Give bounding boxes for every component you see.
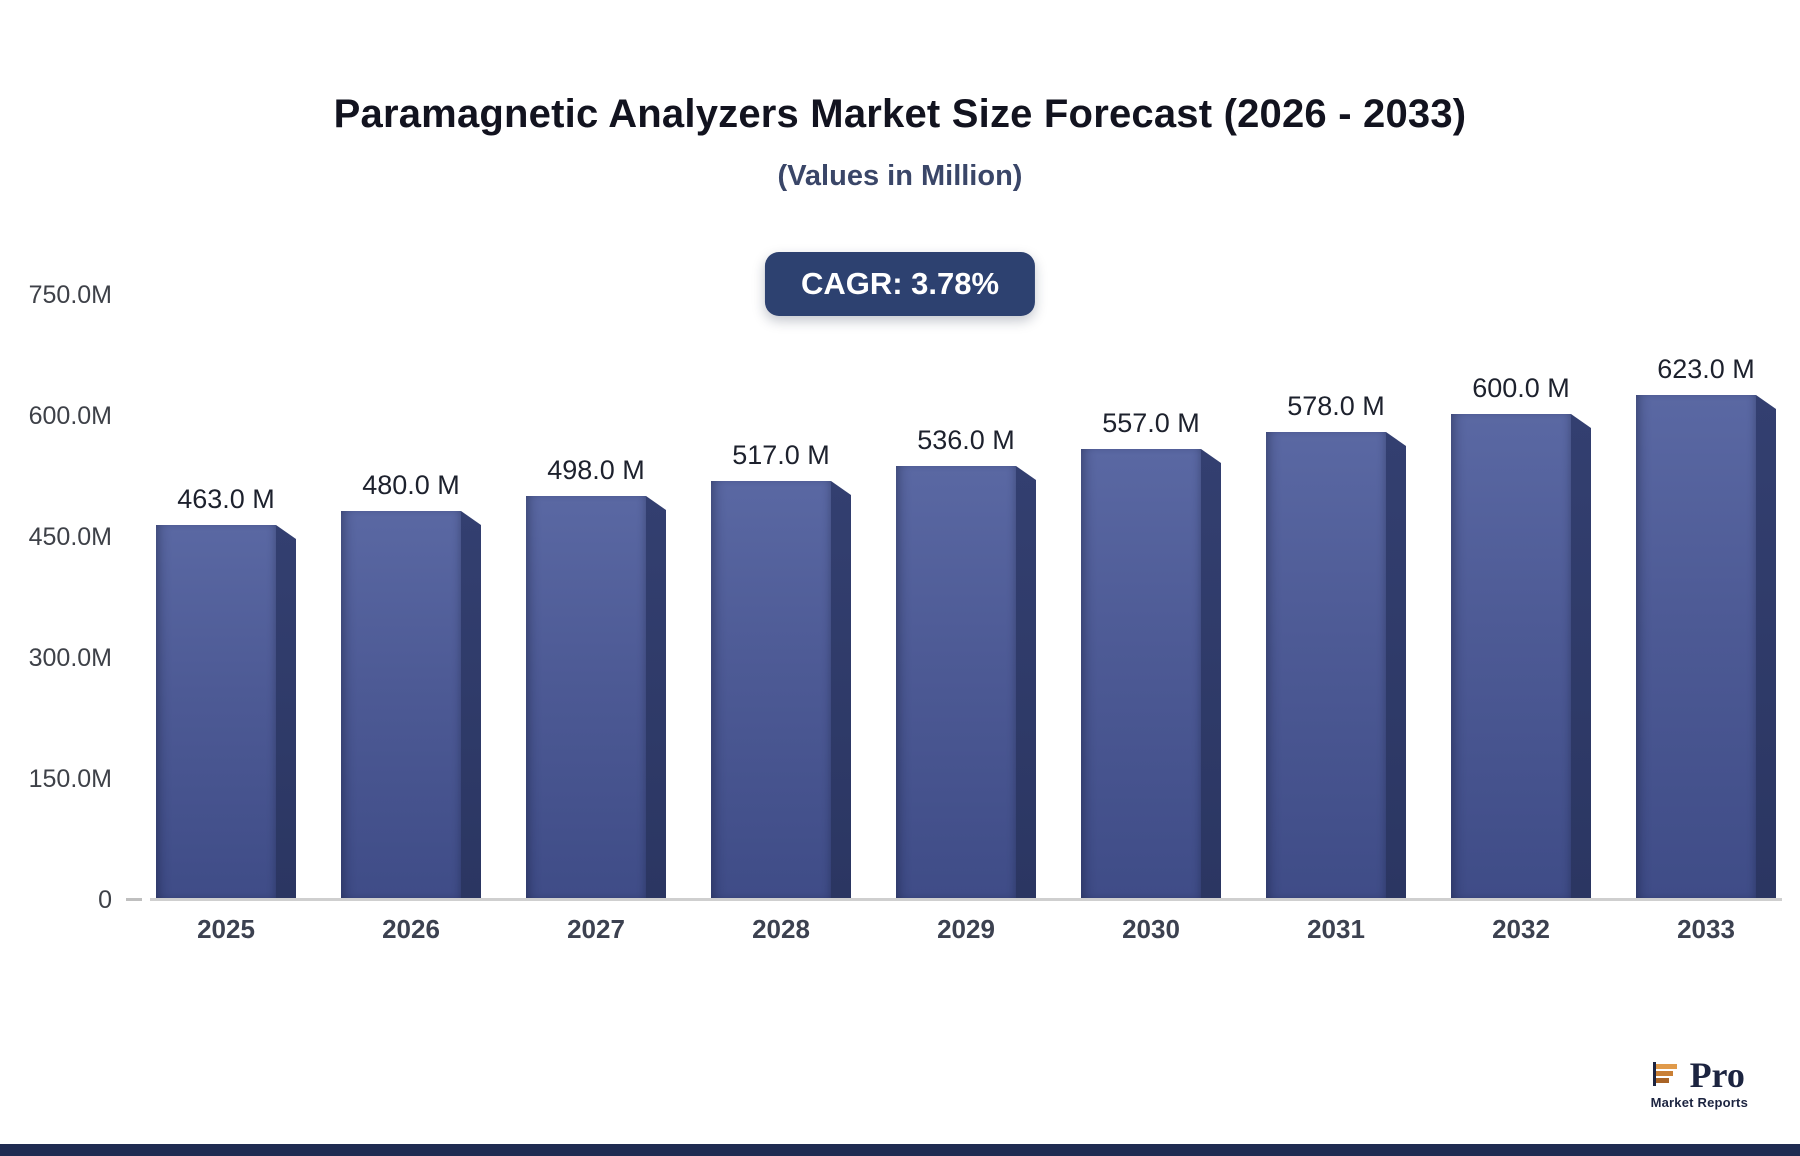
bar-value-label: 623.0 M — [1657, 354, 1755, 384]
footer-strip — [0, 1144, 1800, 1156]
bar-column: 557.0 M — [1081, 408, 1221, 898]
y-axis-tick-label: 450.0M — [28, 523, 112, 551]
x-axis-labels: 2025 2026 2027 2028 2029 2030 2031 2032 2033 — [150, 914, 1782, 945]
bar-front-face — [1081, 449, 1201, 898]
bar-front-face — [1266, 432, 1386, 898]
logo-subtext: Market Reports — [1650, 1095, 1748, 1110]
bar-column: 463.0 M — [156, 484, 296, 898]
x-axis-tick-label: 2028 — [752, 914, 810, 944]
bar-front-face — [1451, 414, 1571, 898]
bar-column: 480.0 M — [341, 470, 481, 898]
x-axis-tick-label: 2032 — [1492, 914, 1550, 944]
y-axis-tick-label: 600.0M — [28, 402, 112, 430]
y-axis-tick-label: 750.0M — [28, 281, 112, 309]
bar-column: 623.0 M — [1636, 354, 1776, 898]
y-axis-tick-label: 0 — [98, 886, 112, 914]
bar-value-label: 600.0 M — [1472, 373, 1570, 403]
bar-side-face — [1201, 449, 1221, 898]
x-axis-tick-label: 2031 — [1307, 914, 1365, 944]
x-axis-tick-label: 2030 — [1122, 914, 1180, 944]
bar — [1451, 414, 1591, 898]
y-axis-tick-label: 300.0M — [28, 644, 112, 672]
bar-front-face — [896, 466, 1016, 898]
x-axis-tick-label: 2025 — [197, 914, 255, 944]
bar-side-face — [461, 511, 481, 898]
bar — [526, 496, 666, 898]
bar-value-label: 480.0 M — [362, 470, 460, 500]
y-axis-tick-label: 150.0M — [28, 765, 112, 793]
bar-value-label: 463.0 M — [177, 484, 275, 514]
bar — [341, 511, 481, 898]
x-axis-tick-label: 2027 — [567, 914, 625, 944]
bar — [1266, 432, 1406, 898]
bar-front-face — [526, 496, 646, 898]
logo-name: Pro — [1689, 1055, 1745, 1095]
bar-value-label: 517.0 M — [732, 440, 830, 470]
plot-area: 463.0 M 480.0 M 498.0 M 517.0 M 536.0 M 557.0… — [150, 296, 1782, 901]
bar-front-face — [711, 481, 831, 898]
y-axis: 750.0M 600.0M 450.0M 300.0M 150.0M 0 — [0, 281, 118, 914]
bar-column: 498.0 M — [526, 455, 666, 898]
x-axis-tick-label: 2026 — [382, 914, 440, 944]
bar-side-face — [1756, 395, 1776, 898]
logo: Pro Market Reports — [1651, 1057, 1748, 1110]
zero-tick-mark — [126, 898, 142, 901]
bar-column: 517.0 M — [711, 440, 851, 898]
bar-front-face — [341, 511, 461, 898]
logo-bars-icon — [1652, 1062, 1677, 1086]
chart-subtitle: (Values in Million) — [777, 160, 1023, 192]
bar-column: 578.0 M — [1266, 391, 1406, 898]
x-axis-tick-label: 2033 — [1677, 914, 1735, 944]
bar — [1636, 395, 1776, 898]
bar-column: 600.0 M — [1451, 373, 1591, 898]
bar — [711, 481, 851, 898]
bar-value-label: 557.0 M — [1102, 408, 1200, 438]
bar — [156, 525, 296, 898]
bar — [1081, 449, 1221, 898]
bar-value-label: 578.0 M — [1287, 391, 1385, 421]
bar — [896, 466, 1036, 898]
bars-row: 463.0 M 480.0 M 498.0 M 517.0 M 536.0 M 557.0… — [150, 296, 1782, 898]
bar-side-face — [831, 481, 851, 898]
bar-side-face — [646, 496, 666, 898]
cagr-badge: CAGR: 3.78% — [764, 252, 1036, 316]
bar-side-face — [1386, 432, 1406, 898]
bar-front-face — [156, 525, 276, 898]
bar-front-face — [1636, 395, 1756, 898]
bar-value-label: 498.0 M — [547, 455, 645, 485]
bar-side-face — [1016, 466, 1036, 898]
x-axis-tick-label: 2029 — [937, 914, 995, 944]
bar-side-face — [276, 525, 296, 898]
bar-side-face — [1571, 414, 1591, 898]
chart-title: Paramagnetic Analyzers Market Size Forec… — [333, 92, 1467, 136]
bar-column: 536.0 M — [896, 425, 1036, 898]
bar-value-label: 536.0 M — [917, 425, 1015, 455]
